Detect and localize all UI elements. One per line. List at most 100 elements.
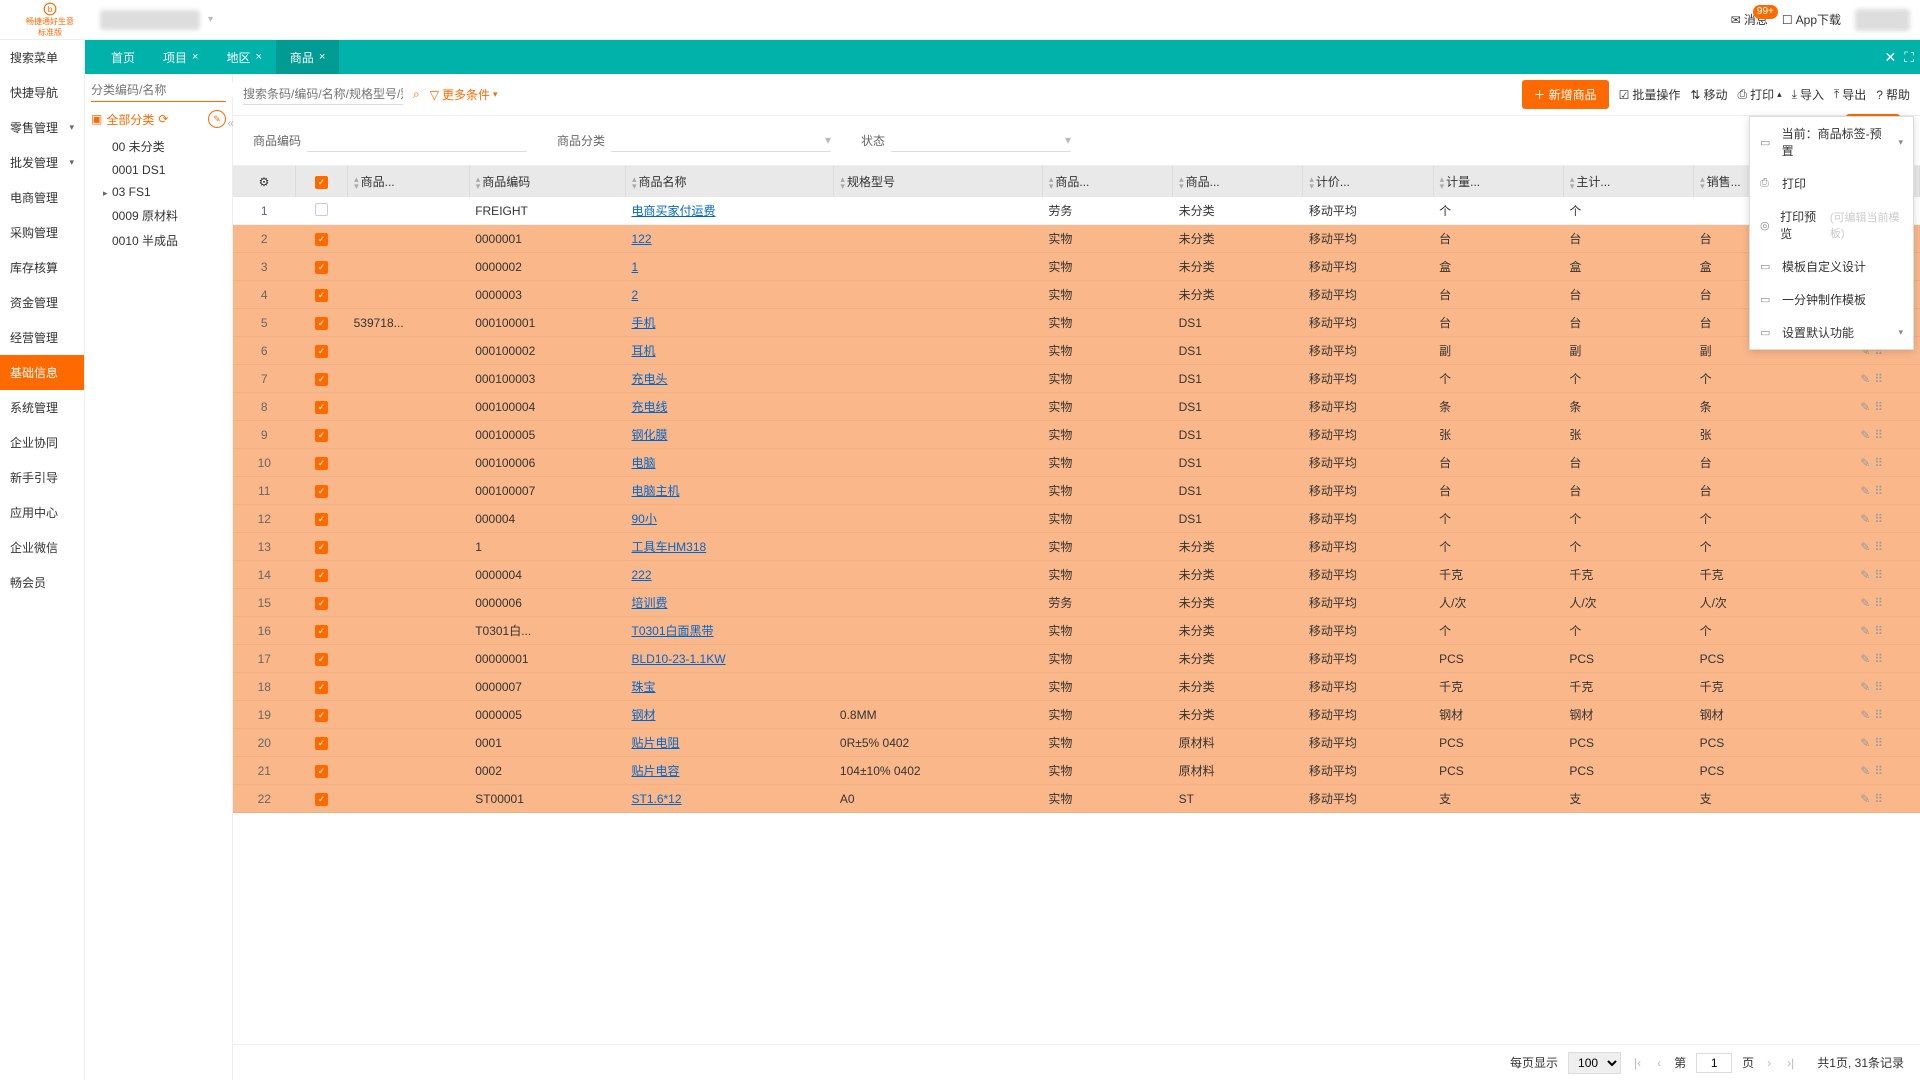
table-row[interactable]: 2✓0000001122实物未分类移动平均台台台✎⠿ (233, 225, 1920, 253)
more-row-icon[interactable]: ⠿ (1874, 596, 1883, 610)
edit-row-icon[interactable]: ✎ (1860, 708, 1870, 722)
tree-item[interactable]: 0009 原材料 (101, 203, 226, 228)
sidebar-item[interactable]: 快捷导航 (0, 75, 84, 110)
column-header[interactable]: ▴▾商品编码 (469, 166, 625, 197)
edit-row-icon[interactable]: ✎ (1860, 680, 1870, 694)
edit-row-icon[interactable]: ✎ (1860, 512, 1870, 526)
row-checkbox[interactable]: ✓ (315, 317, 328, 330)
export-link[interactable]: ⤒导出 (1834, 86, 1866, 103)
batch-action-link[interactable]: ☑批量操作 (1619, 86, 1681, 103)
more-filters-toggle[interactable]: ▽ 更多条件 ▾ (430, 86, 498, 103)
table-row[interactable]: 9✓000100005钢化膜实物DS1移动平均张张张✎⠿ (233, 421, 1920, 449)
fullscreen-icon[interactable]: ⛶ (1904, 49, 1914, 66)
app-download-link[interactable]: ☐ App下载 (1782, 11, 1841, 28)
row-checkbox[interactable]: ✓ (315, 513, 328, 526)
edit-row-icon[interactable]: ✎ (1860, 372, 1870, 386)
table-row[interactable]: 20✓0001贴片电阻0R±5% 0402实物原材料移动平均PCSPCSPCS✎… (233, 729, 1920, 757)
tab[interactable]: 商品× (276, 40, 339, 74)
add-product-button[interactable]: ＋新增商品 (1522, 80, 1609, 109)
edit-row-icon[interactable]: ✎ (1860, 428, 1870, 442)
table-row[interactable]: 6✓000100002耳机实物DS1移动平均副副副✎⠿ (233, 337, 1920, 365)
print-menu-item[interactable]: ▭当前：商品标签-预置▾ (1750, 117, 1913, 167)
more-row-icon[interactable]: ⠿ (1874, 708, 1883, 722)
table-row[interactable]: 16✓T0301白...T0301白面黑带实物未分类移动平均个个个✎⠿ (233, 617, 1920, 645)
sidebar-item[interactable]: 应用中心 (0, 495, 84, 530)
table-row[interactable]: 14✓0000004222实物未分类移动平均千克千克千克✎⠿ (233, 561, 1920, 589)
table-row[interactable]: 22✓ST00001ST1.6*12A0实物ST移动平均支支支✎⠿ (233, 785, 1920, 813)
product-name-link[interactable]: 耳机 (626, 337, 834, 365)
close-icon[interactable]: × (319, 51, 325, 63)
row-checkbox[interactable]: ✓ (315, 289, 328, 302)
edit-row-icon[interactable]: ✎ (1860, 400, 1870, 414)
more-row-icon[interactable]: ⠿ (1874, 484, 1883, 498)
edit-row-icon[interactable]: ✎ (1860, 484, 1870, 498)
row-checkbox[interactable]: ✓ (315, 233, 328, 246)
product-name-link[interactable]: 充电头 (626, 365, 834, 393)
table-row[interactable]: 11✓000100007电脑主机实物DS1移动平均台台台✎⠿ (233, 477, 1920, 505)
table-row[interactable]: 19✓0000005钢材0.8MM实物未分类移动平均钢材钢材钢材✎⠿ (233, 701, 1920, 729)
edit-row-icon[interactable]: ✎ (1860, 624, 1870, 638)
table-row[interactable]: 7✓000100003充电头实物DS1移动平均个个个✎⠿ (233, 365, 1920, 393)
row-checkbox[interactable]: ✓ (315, 681, 328, 694)
help-link[interactable]: ?帮助 (1876, 86, 1910, 103)
table-row[interactable]: 18✓0000007珠宝实物未分类移动平均千克千克千克✎⠿ (233, 673, 1920, 701)
product-name-link[interactable]: 90小 (626, 505, 834, 533)
edit-row-icon[interactable]: ✎ (1860, 568, 1870, 582)
import-link[interactable]: ⤓导入 (1792, 86, 1824, 103)
sidebar-item[interactable]: 库存核算 (0, 250, 84, 285)
row-checkbox[interactable]: ✓ (315, 261, 328, 274)
product-name-link[interactable]: 充电线 (626, 393, 834, 421)
column-header[interactable]: ▴▾商品... (348, 166, 470, 197)
move-link[interactable]: ⇅移动 (1690, 86, 1727, 103)
refresh-icon[interactable]: ⟳ (158, 112, 168, 126)
edit-row-icon[interactable]: ✎ (1860, 596, 1870, 610)
next-page-button[interactable]: › (1764, 1056, 1774, 1070)
print-menu-item[interactable]: ◎打印预览(可编辑当前模板) (1750, 200, 1913, 250)
sidebar-item[interactable]: 系统管理 (0, 390, 84, 425)
print-menu-item[interactable]: ⎙打印 (1750, 167, 1913, 200)
table-row[interactable]: 21✓0002贴片电容104±10% 0402实物原材料移动平均PCSPCSPC… (233, 757, 1920, 785)
filter-category-select[interactable]: ▾ (611, 130, 831, 152)
product-name-link[interactable]: 电商买家付运费 (626, 197, 834, 225)
table-row[interactable]: 15✓0000006培训费劳务未分类移动平均人/次人/次人/次✎⠿ (233, 589, 1920, 617)
more-row-icon[interactable]: ⠿ (1874, 456, 1883, 470)
print-menu-item[interactable]: ▭设置默认功能▾ (1750, 316, 1913, 349)
edit-tree-icon[interactable]: ✎ (208, 110, 226, 128)
product-name-link[interactable]: 1 (626, 253, 834, 281)
product-search-input[interactable] (243, 84, 403, 105)
product-name-link[interactable]: 电脑主机 (626, 477, 834, 505)
messages-link[interactable]: ✉ 消息 99+ (1731, 11, 1768, 28)
sidebar-item[interactable]: 零售管理▾ (0, 110, 84, 145)
row-checkbox[interactable]: ✓ (315, 373, 328, 386)
product-name-link[interactable]: 贴片电容 (626, 757, 834, 785)
row-checkbox[interactable]: ✓ (315, 765, 328, 778)
first-page-button[interactable]: |‹ (1631, 1056, 1644, 1070)
prev-page-button[interactable]: ‹ (1654, 1056, 1664, 1070)
product-name-link[interactable]: 122 (626, 225, 834, 253)
page-size-select[interactable]: 100 (1568, 1052, 1621, 1074)
row-checkbox[interactable]: ✓ (315, 793, 328, 806)
tree-item[interactable]: 0001 DS1 (101, 159, 226, 181)
table-row[interactable]: 8✓000100004充电线实物DS1移动平均条条条✎⠿ (233, 393, 1920, 421)
more-row-icon[interactable]: ⠿ (1874, 680, 1883, 694)
page-input[interactable] (1696, 1053, 1732, 1073)
product-name-link[interactable]: 工具车HM318 (626, 533, 834, 561)
row-checkbox[interactable]: ✓ (315, 653, 328, 666)
column-header[interactable]: ▴▾商品... (1042, 166, 1172, 197)
product-name-link[interactable]: ST1.6*12 (626, 785, 834, 813)
print-menu-item[interactable]: ▭模板自定义设计 (1750, 250, 1913, 283)
column-header[interactable]: ▴▾主计... (1563, 166, 1693, 197)
sidebar-item[interactable]: 采购管理 (0, 215, 84, 250)
tree-item[interactable]: 00 未分类 (101, 134, 226, 159)
close-icon[interactable]: × (192, 51, 198, 63)
row-checkbox[interactable]: ✓ (315, 345, 328, 358)
row-checkbox[interactable]: ✓ (315, 709, 328, 722)
tree-item[interactable]: ▸03 FS1 (101, 181, 226, 203)
column-header[interactable]: ✓ (296, 166, 348, 197)
column-header[interactable]: ▴▾计量... (1433, 166, 1563, 197)
product-name-link[interactable]: 电脑 (626, 449, 834, 477)
edit-row-icon[interactable]: ✎ (1860, 736, 1870, 750)
more-row-icon[interactable]: ⠿ (1874, 428, 1883, 442)
row-checkbox[interactable]: ✓ (315, 485, 328, 498)
more-row-icon[interactable]: ⠿ (1874, 372, 1883, 386)
